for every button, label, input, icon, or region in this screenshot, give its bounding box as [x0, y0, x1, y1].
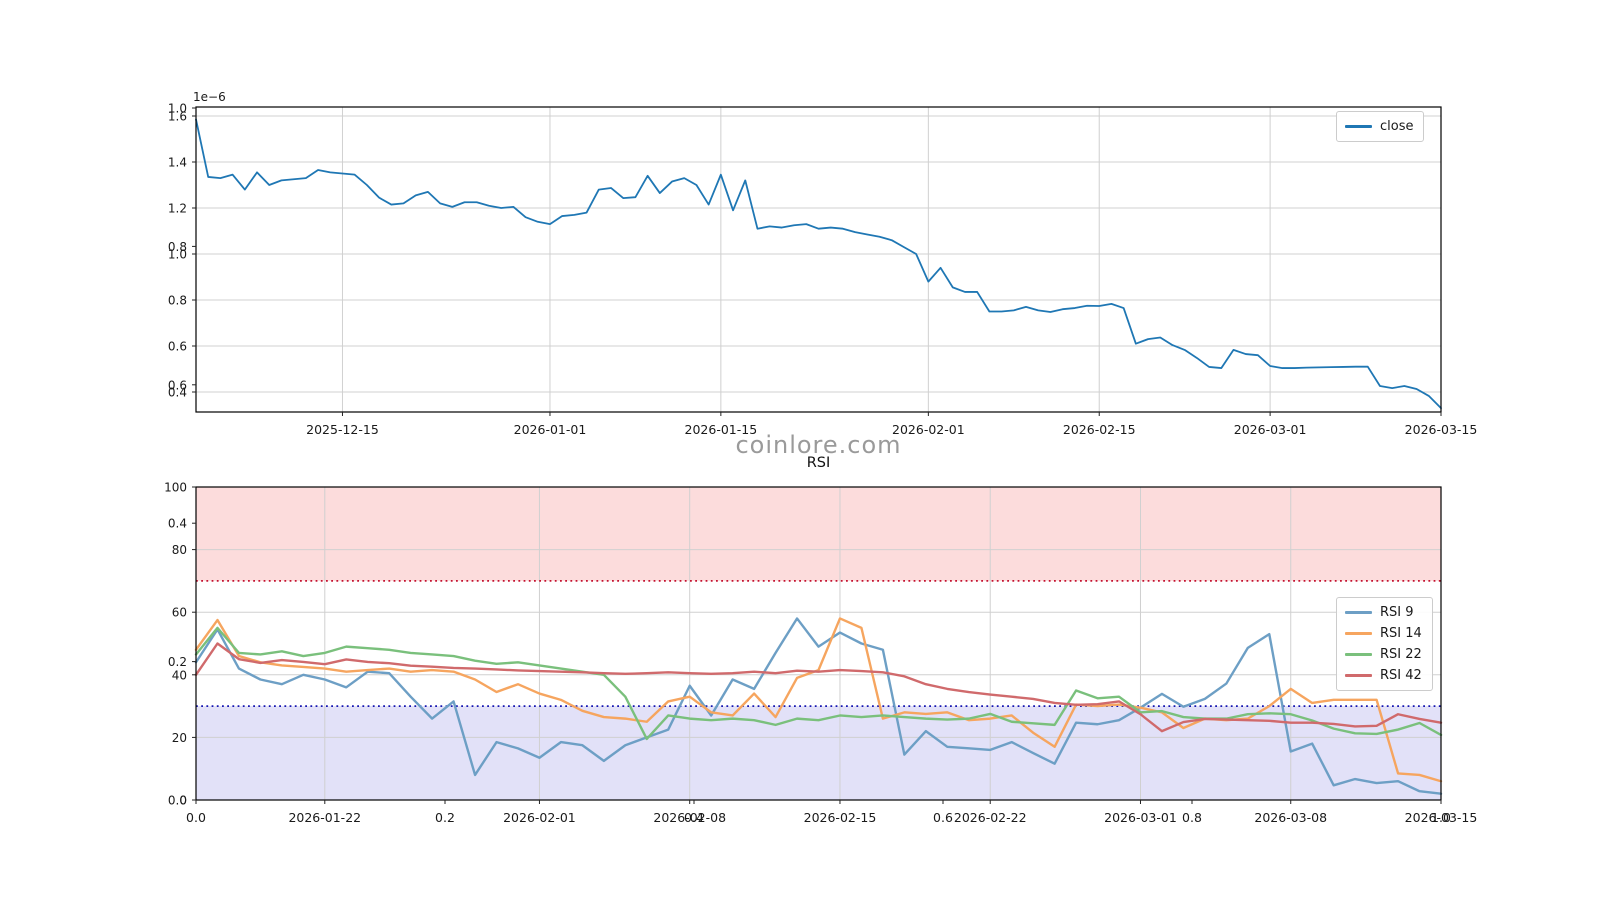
close-line-swatch	[1345, 125, 1372, 128]
legend-label-rsi9: RSI 9	[1380, 605, 1414, 620]
svg-text:0.8: 0.8	[168, 294, 187, 308]
rsi22-line-swatch	[1345, 653, 1372, 656]
price-legend: close	[1336, 111, 1425, 142]
svg-text:2026-02-22: 2026-02-22	[954, 810, 1027, 825]
rsi14-line-swatch	[1345, 632, 1372, 635]
svg-text:2026-02-15: 2026-02-15	[1063, 422, 1136, 437]
svg-text:1.0: 1.0	[1431, 810, 1451, 825]
legend-label-rsi22: RSI 22	[1380, 647, 1422, 662]
svg-text:1.4: 1.4	[168, 156, 187, 170]
svg-text:0.4: 0.4	[168, 517, 187, 531]
svg-text:0.0: 0.0	[168, 794, 187, 808]
svg-text:1.2: 1.2	[168, 202, 187, 216]
svg-text:2026-03-01: 2026-03-01	[1234, 422, 1307, 437]
rsi9-line-swatch	[1345, 611, 1372, 614]
svg-text:80: 80	[172, 543, 187, 557]
svg-text:20: 20	[172, 731, 187, 745]
legend-label-rsi14: RSI 14	[1380, 626, 1422, 641]
svg-text:0.2: 0.2	[168, 655, 187, 669]
svg-text:0.6: 0.6	[168, 378, 187, 392]
svg-text:0: 0	[179, 794, 187, 808]
rsi-legend: RSI 9 RSI 14 RSI 22 RSI 42	[1336, 597, 1433, 691]
svg-text:0.4: 0.4	[168, 386, 187, 400]
svg-text:2026-01-01: 2026-01-01	[514, 422, 587, 437]
svg-text:100: 100	[164, 481, 187, 495]
svg-text:2026-03-15: 2026-03-15	[1405, 422, 1478, 437]
rsi42-line-swatch	[1345, 674, 1372, 677]
rsi-chart-title: RSI	[806, 455, 831, 471]
svg-text:40: 40	[172, 668, 187, 682]
legend-label-close: close	[1380, 119, 1414, 134]
svg-text:1e−6: 1e−6	[193, 90, 226, 104]
svg-text:2025-12-15: 2025-12-15	[306, 422, 379, 437]
svg-text:2026-02-08: 2026-02-08	[653, 810, 726, 825]
svg-text:2026-02-01: 2026-02-01	[892, 422, 965, 437]
svg-text:0.4: 0.4	[684, 810, 704, 825]
svg-text:60: 60	[172, 606, 187, 620]
svg-text:2026-01-15: 2026-01-15	[685, 422, 758, 437]
svg-text:1.6: 1.6	[168, 110, 187, 124]
svg-text:1.0: 1.0	[168, 102, 187, 116]
svg-text:0.0: 0.0	[186, 810, 206, 825]
legend-item-rsi42: RSI 42	[1345, 665, 1422, 686]
svg-text:2026-03-08: 2026-03-08	[1254, 810, 1327, 825]
svg-text:0.6: 0.6	[168, 340, 187, 354]
legend-item-rsi14: RSI 14	[1345, 623, 1422, 644]
svg-text:0.8: 0.8	[168, 240, 187, 254]
legend-item-rsi9: RSI 9	[1345, 602, 1422, 623]
svg-text:2026-03-01: 2026-03-01	[1104, 810, 1177, 825]
svg-text:1.0: 1.0	[168, 248, 187, 262]
svg-text:0.2: 0.2	[435, 810, 455, 825]
svg-text:2026-01-22: 2026-01-22	[288, 810, 361, 825]
svg-text:2026-02-01: 2026-02-01	[503, 810, 576, 825]
legend-item-close: close	[1345, 116, 1413, 137]
legend-label-rsi42: RSI 42	[1380, 668, 1422, 683]
legend-item-rsi22: RSI 22	[1345, 644, 1422, 665]
svg-text:2026-02-15: 2026-02-15	[804, 810, 877, 825]
svg-text:2026-03-15: 2026-03-15	[1405, 810, 1478, 825]
watermark: coinlore.com	[735, 431, 902, 459]
svg-text:0.6: 0.6	[933, 810, 953, 825]
svg-text:0.8: 0.8	[1182, 810, 1202, 825]
